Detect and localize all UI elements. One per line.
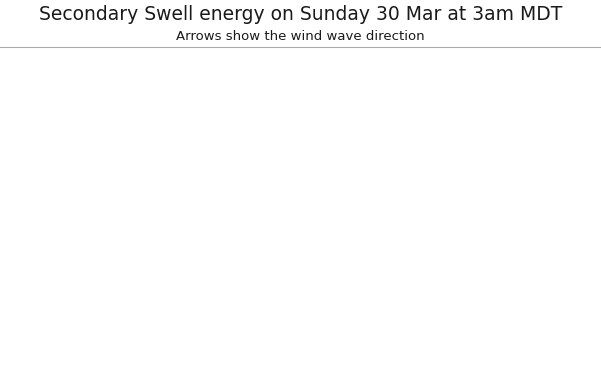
Text: Secondary Swell energy on Sunday 30 Mar at 3am MDT: Secondary Swell energy on Sunday 30 Mar … <box>39 5 562 24</box>
Text: Arrows show the wind wave direction: Arrows show the wind wave direction <box>176 30 425 43</box>
